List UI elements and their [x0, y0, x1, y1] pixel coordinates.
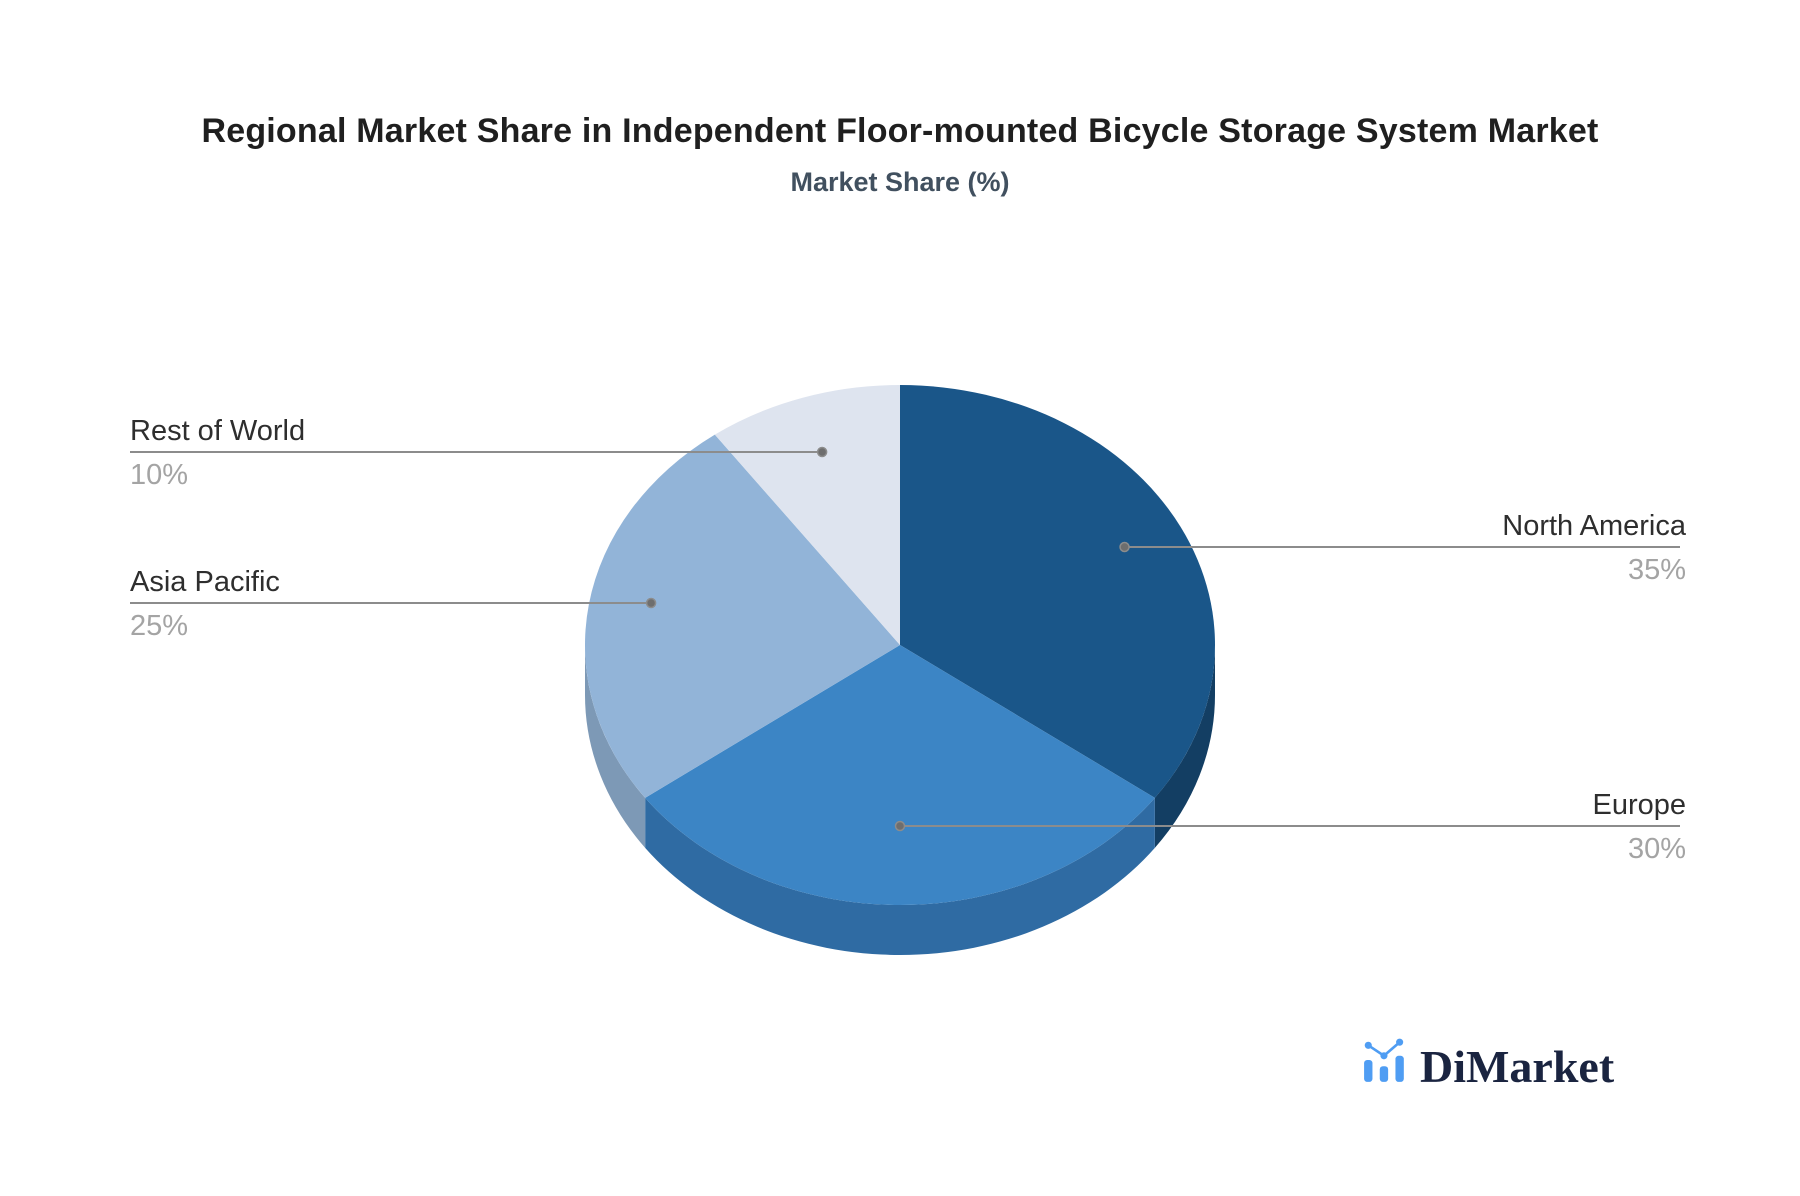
pie-slice-asia-pacific[interactable] — [585, 434, 900, 798]
slice-label-value: 35% — [1627, 554, 1686, 586]
leader-dot-north-america — [1119, 541, 1130, 553]
slice-label-north-america: North America 35% — [1502, 510, 1686, 587]
slice-label-value: 25% — [130, 610, 189, 642]
leader-dot-asia-pacific — [645, 597, 657, 609]
slice-label-name: Europe — [1592, 789, 1686, 821]
pie-slice-side-north-america — [1154, 645, 1215, 848]
leader-dot-europe — [894, 820, 906, 832]
pie-top-faces — [585, 385, 1215, 905]
slice-label-name: North America — [1502, 510, 1686, 542]
chart-title: Regional Market Share in Independent Flo… — [201, 112, 1599, 150]
logo-bar — [1379, 1066, 1389, 1082]
pie-slice-side-europe — [645, 797, 1155, 956]
logo-dot — [1396, 1038, 1404, 1046]
brand-logo-text: DiMarket — [1420, 1041, 1615, 1092]
leader-dot-rest-of-world — [816, 446, 828, 458]
bar-line-chart-icon — [1364, 1038, 1404, 1082]
pie-slice-europe[interactable] — [645, 645, 1155, 905]
label-leader-lines — [130, 446, 1680, 832]
slice-label-asia-pacific: Asia Pacific 25% — [130, 566, 280, 643]
slice-label-name: Rest of World — [130, 415, 306, 447]
slice-label-europe: Europe 30% — [1592, 789, 1686, 866]
brand-logo: DiMarket — [1363, 1038, 1614, 1098]
logo-dot — [1364, 1041, 1372, 1049]
pie-slice-side-asia-pacific — [585, 645, 646, 848]
logo-bar — [1364, 1059, 1373, 1082]
pie-slice-north-america[interactable] — [900, 385, 1215, 798]
slice-label-name: Asia Pacific — [130, 566, 280, 598]
slice-label-value: 10% — [130, 459, 189, 491]
pie-slice-rest-of-world[interactable] — [714, 385, 900, 645]
logo-bar — [1395, 1055, 1404, 1082]
pie-side-walls — [585, 645, 1215, 956]
slice-label-rest-of-world: Rest of World 10% — [130, 415, 305, 492]
slice-label-value: 30% — [1627, 833, 1686, 865]
logo-dot — [1380, 1052, 1388, 1060]
chart-subtitle: Market Share (%) — [790, 167, 1010, 197]
